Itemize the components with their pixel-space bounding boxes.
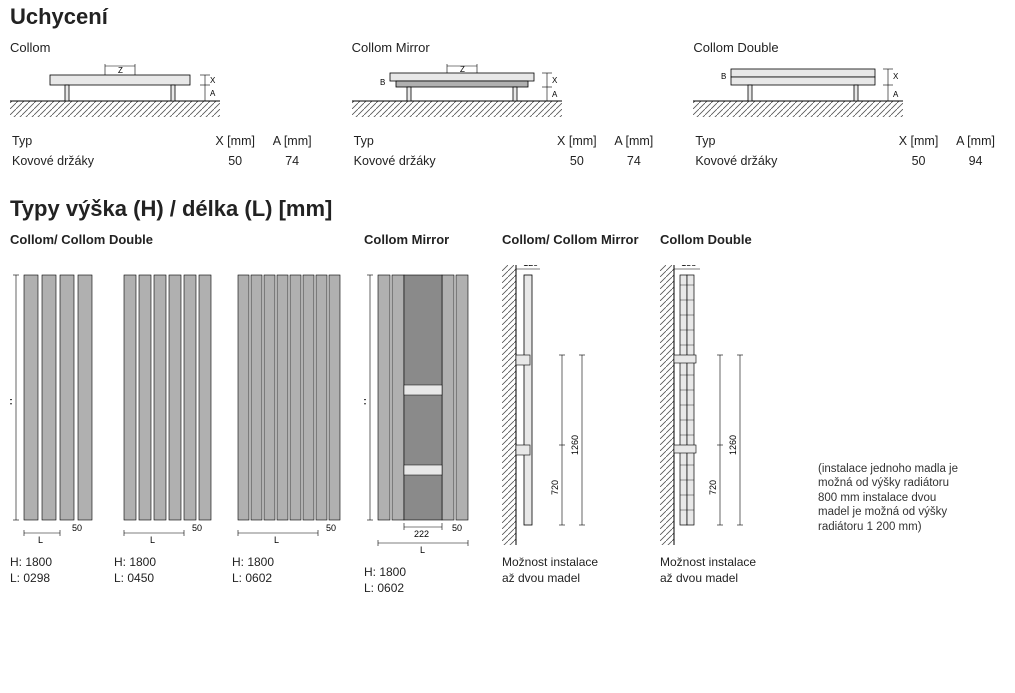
svg-text:50: 50	[72, 523, 82, 533]
td-x: 50	[891, 152, 946, 170]
variant-0298: H L 50 H: 1800 L: 0298	[10, 265, 96, 586]
mounting-table: Typ X [mm] A [mm] Kovové držáky 50 74	[10, 130, 322, 172]
svg-text:A: A	[893, 90, 899, 99]
th-type: Typ	[695, 132, 889, 150]
svg-text:A: A	[210, 89, 216, 98]
svg-text:L: L	[38, 535, 43, 545]
mount-caption: Možnost instalace	[660, 555, 800, 571]
section-title-types: Typy výška (H) / délka (L) [mm]	[10, 196, 1005, 222]
svg-text:L: L	[150, 535, 155, 545]
group-side-double: Collom Double ~138 720	[660, 232, 800, 586]
mirror-l: L: 0602	[364, 581, 484, 597]
svg-text:B: B	[721, 72, 726, 81]
svg-text:222: 222	[414, 529, 429, 539]
svg-text:B: B	[380, 78, 385, 87]
th-type: Typ	[354, 132, 548, 150]
variant-0602: L 50 H: 1800 L: 0602	[232, 265, 346, 586]
types-row: Collom/ Collom Double H L 50	[10, 232, 1005, 596]
svg-text:H: H	[10, 399, 14, 406]
mounting-col-collom: Collom Z X A Typ X [mm]	[10, 40, 322, 172]
mounting-subtitle: Collom Double	[693, 40, 1005, 55]
th-a: A [mm]	[265, 132, 320, 150]
th-x: X [mm]	[549, 132, 604, 150]
mount-caption: až dvou madel	[660, 571, 800, 587]
mounting-table: Typ X [mm] A [mm] Kovové držáky 50 94	[693, 130, 1005, 172]
variant-h: H: 1800	[10, 555, 96, 571]
td-x: 50	[208, 152, 263, 170]
svg-text:1260: 1260	[570, 435, 580, 455]
th-a: A [mm]	[948, 132, 1003, 150]
group-side-mirror: Collom/ Collom Mirror ~129 720 1260	[502, 232, 642, 586]
svg-text:L: L	[274, 535, 279, 545]
svg-text:720: 720	[708, 480, 718, 495]
group-title: Collom Mirror	[364, 232, 484, 247]
group-collom-double: Collom/ Collom Double H L 50	[10, 232, 346, 586]
mounting-diagram-mirror: Z X A B	[352, 61, 612, 119]
mounting-table: Typ X [mm] A [mm] Kovové držáky 50 74	[352, 130, 664, 172]
radiator-mirror-diagram: H 222 50 L	[364, 265, 484, 555]
mirror-h: H: 1800	[364, 565, 484, 581]
svg-text:~129: ~129	[518, 265, 538, 268]
variant-l: L: 0602	[232, 571, 346, 587]
variant-h: H: 1800	[232, 555, 346, 571]
svg-text:Z: Z	[118, 66, 123, 75]
td-x: 50	[549, 152, 604, 170]
side-mount-diagram: ~129 720 1260	[502, 265, 642, 545]
svg-text:L: L	[420, 545, 425, 555]
radiator-diagram: H L 50	[10, 265, 96, 545]
svg-text:A: A	[552, 90, 558, 99]
mounting-diagram-double: X A B	[693, 61, 953, 119]
svg-text:~138: ~138	[676, 265, 696, 268]
svg-text:H: H	[364, 399, 368, 406]
section-title-mounting: Uchycení	[10, 4, 1005, 30]
group-title: Collom Double	[660, 232, 800, 247]
svg-text:50: 50	[192, 523, 202, 533]
radiator-diagram: L 50	[232, 265, 346, 545]
th-x: X [mm]	[208, 132, 263, 150]
mount-caption: Možnost instalace	[502, 555, 642, 571]
th-a: A [mm]	[606, 132, 661, 150]
group-title: Collom/ Collom Double	[10, 232, 346, 247]
mounting-diagram-collom: Z X A	[10, 61, 270, 119]
variant-l: L: 0298	[10, 571, 96, 587]
td-label: Kovové držáky	[695, 152, 889, 170]
svg-text:720: 720	[550, 480, 560, 495]
td-a: 94	[948, 152, 1003, 170]
radiator-diagram: L 50	[114, 265, 214, 545]
svg-text:Z: Z	[460, 65, 465, 74]
td-a: 74	[265, 152, 320, 170]
svg-text:1260: 1260	[728, 435, 738, 455]
td-a: 74	[606, 152, 661, 170]
mounting-subtitle: Collom	[10, 40, 322, 55]
mounting-row: Collom Z X A Typ X [mm]	[10, 40, 1005, 172]
th-x: X [mm]	[891, 132, 946, 150]
variant-h: H: 1800	[114, 555, 214, 571]
variant-0450: L 50 H: 1800 L: 0450	[114, 265, 214, 586]
svg-text:50: 50	[326, 523, 336, 533]
th-type: Typ	[12, 132, 206, 150]
td-label: Kovové držáky	[12, 152, 206, 170]
mount-caption: až dvou madel	[502, 571, 642, 587]
variant-l: L: 0450	[114, 571, 214, 587]
side-mount-double-diagram: ~138 720 1260	[660, 265, 800, 545]
mounting-col-mirror: Collom Mirror Z X A B Typ X [mm]	[352, 40, 664, 172]
svg-text:X: X	[552, 76, 558, 85]
svg-text:50: 50	[452, 523, 462, 533]
group-title: Collom/ Collom Mirror	[502, 232, 642, 247]
td-label: Kovové držáky	[354, 152, 548, 170]
mounting-col-double: Collom Double X A B Typ X [mm] A [mm]	[693, 40, 1005, 172]
mounting-subtitle: Collom Mirror	[352, 40, 664, 55]
svg-text:X: X	[210, 76, 216, 85]
svg-text:X: X	[893, 72, 899, 81]
side-note: (instalace jednoho madla je možná od výš…	[818, 462, 968, 534]
group-mirror: Collom Mirror H 222 50	[364, 232, 484, 596]
